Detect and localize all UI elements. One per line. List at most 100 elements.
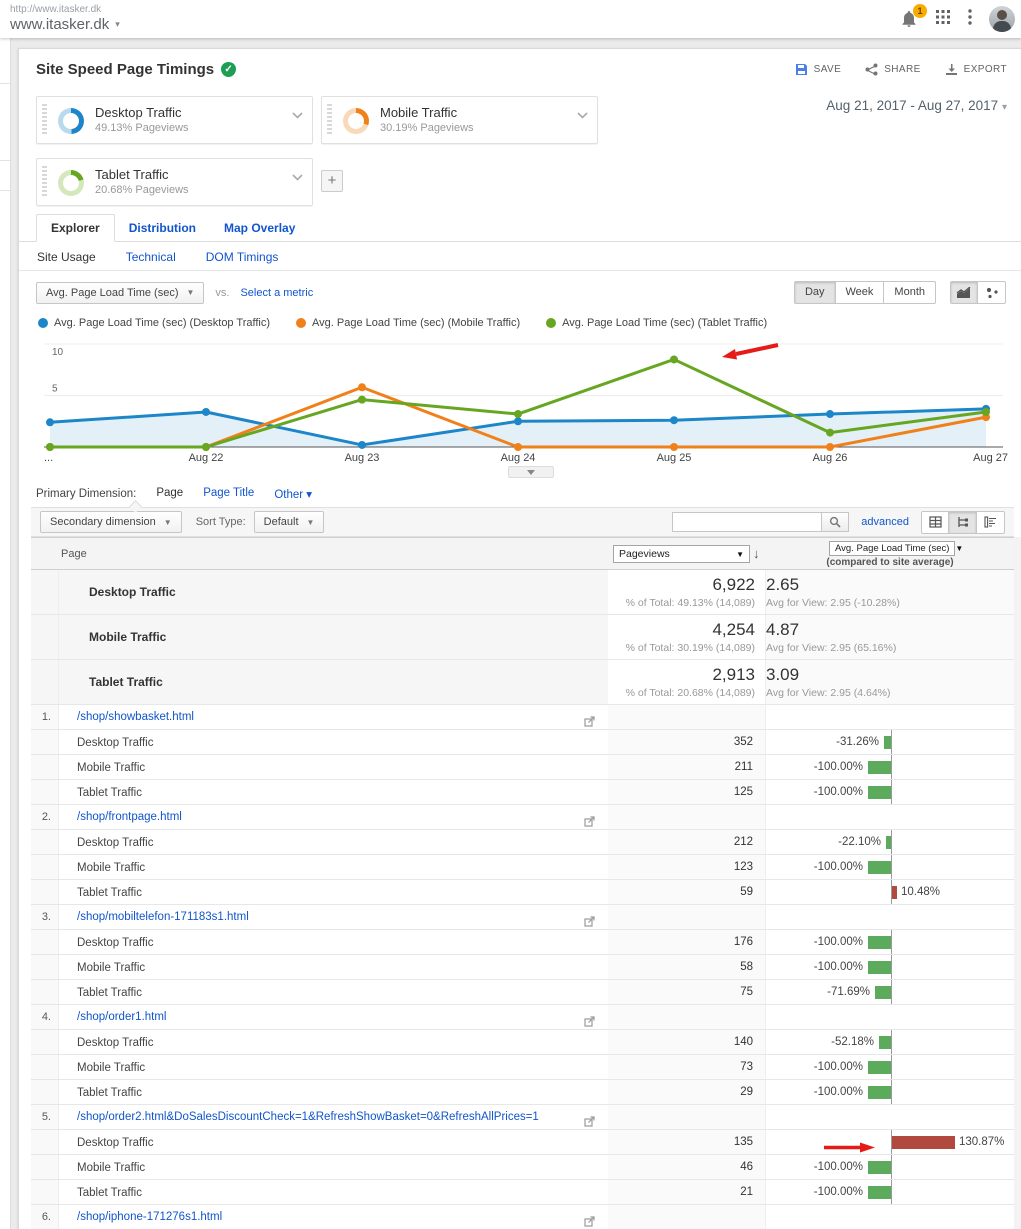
open-page-button[interactable]	[584, 1111, 595, 1135]
tab-map-overlay[interactable]: Map Overlay	[224, 221, 296, 235]
segment-card-mobile-traffic[interactable]: Mobile Traffic 30.19% Pageviews	[321, 96, 598, 144]
summary-metric-cell: 4.87 Avg for View: 2.95 (65.16%)	[766, 615, 1014, 659]
select-arrow-icon: ▼	[736, 549, 744, 559]
subtab-site-usage[interactable]: Site Usage	[37, 250, 96, 264]
left-nav-rail[interactable]	[0, 38, 11, 1229]
page-url-link[interactable]: /shop/order1.html	[77, 1011, 167, 1023]
granularity-day[interactable]: Day	[793, 281, 836, 304]
traffic-label-cell: Desktop Traffic	[59, 730, 608, 754]
page-url-link[interactable]: /shop/mobiltelefon-171183s1.html	[77, 911, 249, 923]
x-tick-label: Aug 25	[657, 452, 692, 464]
percent-label: 130.87%	[959, 1136, 1005, 1148]
percentage-view-button[interactable]	[949, 510, 977, 534]
open-page-button[interactable]	[584, 811, 595, 835]
add-segment-button[interactable]: +	[321, 170, 343, 192]
bar-cell: -100.00%	[766, 930, 1014, 954]
tab-distribution[interactable]: Distribution	[128, 221, 197, 235]
apps-grid-icon[interactable]	[935, 9, 951, 30]
secondary-dimension-button[interactable]: Secondary dimension ▼	[40, 511, 182, 533]
open-in-new-icon	[584, 1216, 595, 1227]
advanced-search-link[interactable]: advanced	[861, 516, 909, 528]
sort-type-dropdown[interactable]: Default ▼	[253, 511, 325, 533]
pageviews-cell: 46	[608, 1155, 766, 1179]
drag-handle[interactable]	[42, 166, 47, 198]
user-avatar[interactable]	[989, 6, 1015, 32]
subtab-technical[interactable]: Technical	[125, 250, 176, 264]
dimension-option-other[interactable]: Other ▾	[274, 489, 313, 501]
row-number-cell	[31, 615, 59, 659]
data-point	[358, 440, 366, 449]
metric-dropdown[interactable]: Avg. Page Load Time (sec) ▼	[36, 281, 205, 304]
segment-pageviews: 49.13% Pageviews	[95, 122, 189, 134]
table-row-traffic: Tablet Traffic 21 -100.00%	[31, 1180, 1014, 1205]
metric-column-select[interactable]: Avg. Page Load Time (sec) ▼	[829, 541, 963, 556]
granularity-week[interactable]: Week	[835, 281, 885, 304]
line-chart-icon	[956, 286, 971, 298]
pageviews-column-select[interactable]: Pageviews ▼	[613, 545, 750, 563]
table-search-input[interactable]	[672, 512, 823, 532]
dimension-option-page[interactable]: Page	[156, 487, 184, 499]
dimension-option-page-title[interactable]: Page Title	[203, 487, 255, 499]
chevron-down-icon	[527, 470, 535, 475]
open-page-button[interactable]	[584, 1011, 595, 1035]
chevron-down-icon[interactable]	[292, 106, 303, 124]
tab-explorer[interactable]: Explorer	[36, 214, 115, 242]
select-metric-link[interactable]: Select a metric	[240, 286, 314, 299]
data-view-button[interactable]	[921, 510, 949, 534]
traffic-label-cell: Desktop Traffic	[59, 1130, 608, 1154]
search-button[interactable]	[822, 512, 850, 532]
summary-row: Desktop Traffic 6,922 % of Total: 49.13% (…	[31, 570, 1014, 615]
table-row-traffic: Desktop Traffic 352 -31.26%	[31, 730, 1014, 755]
comparison-bar	[868, 786, 891, 799]
primary-dimension-bar: Primary Dimension: Page Page Title Other ▾	[36, 487, 312, 501]
comparison-view-button[interactable]	[977, 510, 1005, 534]
pageviews-cell: 123	[608, 855, 766, 879]
drag-handle[interactable]	[327, 104, 332, 136]
date-range-selector[interactable]: Aug 21, 2017 - Aug 27, 2017 ▾	[826, 98, 1007, 113]
comparison-bar	[892, 1136, 955, 1149]
bar-axis-line	[891, 1130, 892, 1154]
export-button[interactable]: EXPORT	[945, 63, 1007, 76]
page-url-link[interactable]: /shop/frontpage.html	[77, 811, 182, 823]
expand-chart-handle[interactable]	[508, 466, 554, 478]
page-url-link[interactable]: /shop/order2.html&DoSalesDiscountCheck=1…	[77, 1111, 539, 1123]
legend-dot-icon	[546, 318, 557, 328]
traffic-label-cell: Tablet Traffic	[59, 1180, 608, 1204]
segment-card-desktop-traffic[interactable]: Desktop Traffic 49.13% Pageviews	[36, 96, 313, 144]
traffic-label-cell: Desktop Traffic	[59, 930, 608, 954]
sort-descending-icon[interactable]: ↓	[753, 546, 760, 561]
account-selector[interactable]: www.itasker.dk ▾	[10, 16, 120, 33]
row-number: 3.	[31, 905, 59, 929]
chevron-down-icon[interactable]	[292, 168, 303, 186]
line-chart-view-button[interactable]	[950, 281, 978, 304]
chevron-down-icon[interactable]	[577, 106, 588, 124]
open-page-button[interactable]	[584, 1211, 595, 1229]
subtab-dom-timings[interactable]: DOM Timings	[205, 250, 279, 264]
segment-name: Desktop Traffic	[95, 105, 182, 120]
metric-total: 3.09	[766, 665, 800, 684]
segment-card-tablet-traffic[interactable]: Tablet Traffic 20.68% Pageviews	[36, 158, 313, 206]
motion-chart-view-button[interactable]	[978, 281, 1006, 304]
open-in-new-icon	[584, 916, 595, 927]
bar-axis-line	[891, 830, 892, 854]
more-options-icon[interactable]	[968, 8, 972, 30]
summary-metric-cell: 2.65 Avg for View: 2.95 (-10.28%)	[766, 570, 1014, 614]
open-page-button[interactable]	[584, 711, 595, 735]
chevron-down-icon: ▼	[306, 517, 315, 527]
bar-axis-line	[891, 980, 892, 1004]
pageviews-value: 212	[733, 836, 753, 848]
traffic-label-cell: Mobile Traffic	[59, 755, 608, 779]
save-button[interactable]: SAVE	[795, 63, 842, 76]
summary-name-cell: Mobile Traffic	[59, 615, 608, 659]
open-page-button[interactable]	[584, 911, 595, 935]
table-row-traffic: Mobile Traffic 73 -100.00%	[31, 1055, 1014, 1080]
comparison-bar	[884, 736, 891, 749]
page-url-link[interactable]: /shop/iphone-171276s1.html	[77, 1211, 223, 1223]
notifications-bell-icon[interactable]: 1	[900, 4, 927, 28]
share-button[interactable]: SHARE	[865, 63, 920, 76]
page-url-link[interactable]: /shop/showbasket.html	[77, 711, 194, 723]
drag-handle[interactable]	[42, 104, 47, 136]
segment-name: Mobile Traffic	[380, 105, 458, 120]
granularity-month[interactable]: Month	[884, 281, 936, 304]
segment-donut-icon	[58, 108, 84, 134]
